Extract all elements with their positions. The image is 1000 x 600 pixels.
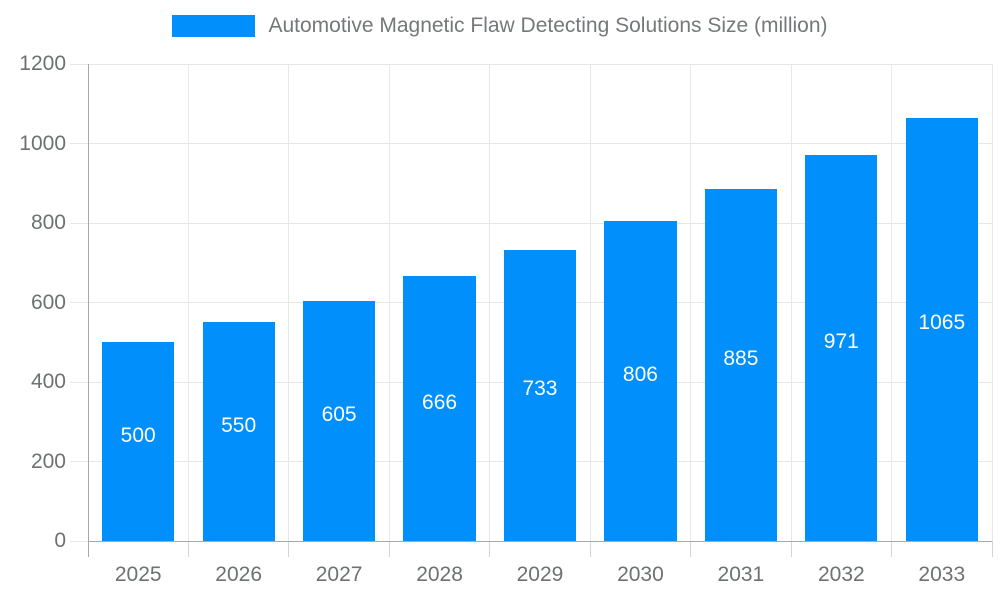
- bar-2029[interactable]: 733: [503, 249, 577, 541]
- y-axis-tick: [70, 302, 88, 303]
- bar-value-label: 806: [622, 362, 658, 386]
- x-gridline: [489, 64, 491, 541]
- bar-2026[interactable]: 550: [202, 322, 275, 541]
- bar-value-label: 1065: [918, 311, 966, 335]
- bar-2028[interactable]: 666: [403, 276, 476, 541]
- x-gridline: [991, 64, 993, 541]
- x-axis-tick-label: 2030: [617, 563, 664, 586]
- y-axis-tick-label: 0: [54, 529, 66, 552]
- y-axis-tick: [70, 222, 88, 224]
- x-gridline: [589, 64, 591, 541]
- bar-2031[interactable]: 885: [704, 189, 778, 541]
- x-gridline: [388, 64, 390, 541]
- x-gridline: [891, 64, 893, 541]
- x-axis-tick: [991, 541, 993, 557]
- y-axis-line: [87, 64, 89, 557]
- y-axis-tick-label: 1000: [19, 131, 66, 155]
- legend-item[interactable]: Automotive Magnetic Flaw Detecting Solut…: [0, 14, 1000, 37]
- x-gridline: [288, 64, 290, 541]
- bar-2033[interactable]: 1065: [905, 117, 978, 541]
- bar-2025[interactable]: 500: [102, 342, 175, 541]
- x-axis-tick-label: 2032: [817, 563, 865, 586]
- y-gridline: [88, 143, 992, 144]
- bar-value-label: 500: [120, 423, 156, 447]
- bar-value-label: 666: [422, 390, 458, 414]
- x-axis-tick: [790, 541, 792, 557]
- y-axis-tick: [70, 381, 88, 383]
- x-axis-tick-label: 2031: [717, 563, 765, 586]
- bar-value-label: 605: [321, 402, 357, 426]
- y-axis-tick-label: 400: [30, 370, 66, 393]
- x-axis-tick: [489, 541, 491, 557]
- y-axis-tick-label: 800: [30, 211, 66, 234]
- x-axis-tick-label: 2025: [114, 563, 162, 586]
- y-axis-tick-label: 600: [30, 290, 66, 314]
- x-gridline: [187, 64, 189, 541]
- y-gridline: [88, 222, 992, 224]
- y-gridline: [88, 63, 992, 65]
- plot-area: 500 550 605 666 733 806 885 971 1065: [87, 63, 993, 542]
- bar-value-label: 971: [823, 330, 859, 353]
- x-axis-tick: [187, 541, 189, 557]
- x-axis-tick: [891, 541, 893, 557]
- bar-value-label: 885: [723, 347, 759, 371]
- x-axis-tick-label: 2027: [315, 563, 363, 586]
- y-axis-tick: [70, 143, 88, 144]
- bar-2032[interactable]: 971: [805, 155, 878, 541]
- x-gridline: [690, 64, 692, 541]
- legend-swatch-icon: [172, 14, 256, 37]
- x-axis-tick-label: 2029: [516, 563, 564, 586]
- bar-value-label: 733: [522, 377, 558, 401]
- y-axis-tick-label: 200: [30, 449, 66, 473]
- x-axis-tick: [388, 541, 390, 557]
- x-axis-tick: [690, 541, 692, 557]
- bar-2027[interactable]: 605: [302, 300, 376, 541]
- x-axis-tick-label: 2033: [918, 563, 966, 586]
- y-axis-tick-label: 1200: [19, 52, 66, 75]
- x-axis-line: [88, 540, 992, 542]
- y-axis-tick: [70, 63, 88, 65]
- x-axis-tick: [288, 541, 290, 557]
- bar-2030[interactable]: 806: [604, 220, 677, 541]
- y-axis-tick: [70, 461, 88, 462]
- x-axis-tick-label: 2028: [416, 563, 463, 586]
- x-axis-tick-label: 2026: [215, 563, 263, 586]
- legend-label: Automotive Magnetic Flaw Detecting Solut…: [268, 14, 828, 37]
- y-axis-tick: [70, 540, 88, 542]
- x-axis-tick: [589, 541, 591, 557]
- bar-value-label: 550: [221, 413, 257, 437]
- x-gridline: [790, 64, 792, 541]
